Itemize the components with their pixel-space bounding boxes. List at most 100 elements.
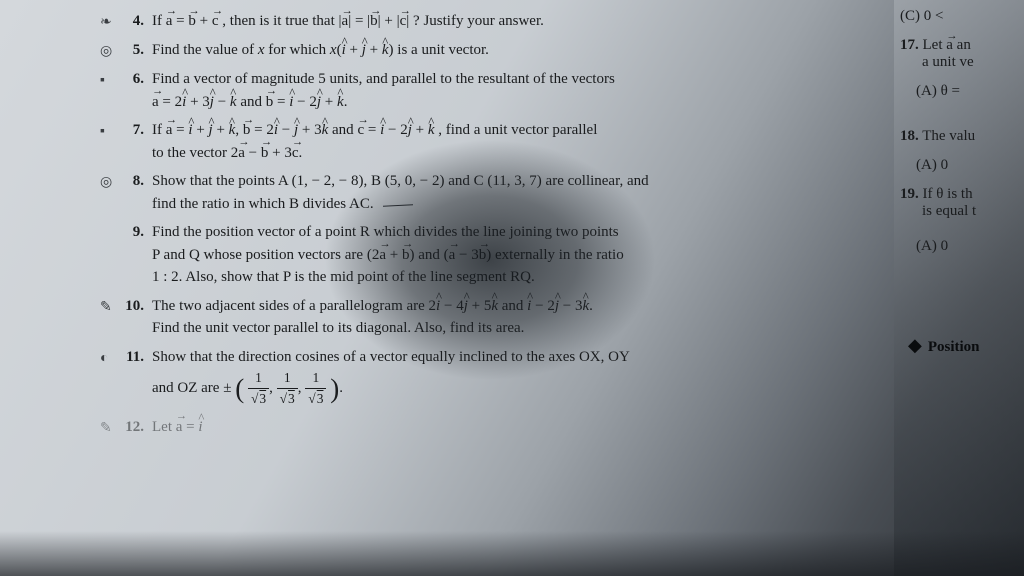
q9-l2a: P and Q whose position vectors are (2	[152, 247, 379, 263]
ihat: i	[274, 119, 278, 142]
dot: .	[339, 380, 343, 396]
q9-l2c: ) externally in the ratio	[486, 247, 623, 263]
q10-t2: and	[502, 298, 527, 314]
q12-number: 12.	[120, 416, 152, 439]
question-8: ◎ 8. Show that the points A (1, − 2, − 8…	[100, 170, 994, 215]
q8-t1: Show that the points A (1, − 2, − 8), B …	[152, 173, 649, 189]
frac-2: 1√3	[277, 368, 298, 410]
q11-marker: ◐	[100, 346, 120, 410]
vec-b: b	[261, 142, 269, 165]
q5-t2: for which	[265, 42, 330, 58]
rp: )	[389, 42, 394, 58]
q8-marker: ◎	[100, 170, 120, 215]
dot: .	[344, 94, 348, 110]
bottom-vignette	[0, 531, 1024, 576]
jhat: j	[408, 119, 412, 142]
ihat: i	[289, 91, 293, 114]
den2: √3	[277, 389, 298, 409]
frac-1: 1√3	[248, 368, 269, 410]
khat: k	[382, 39, 389, 62]
q9-number: 9.	[120, 221, 152, 289]
textbook-page: ❧ 4. If a = b + c , then is it true that…	[0, 0, 1024, 576]
q12-marker: ✎	[100, 416, 120, 439]
q4-text: If a = b + c , then is it true that |a| …	[152, 10, 994, 33]
num1: 1	[277, 368, 298, 389]
n2: 2	[429, 298, 437, 314]
q7-t1: If	[152, 122, 166, 138]
q6-number: 6.	[120, 68, 152, 113]
vec-a: a	[166, 119, 173, 142]
vec-b: b	[188, 10, 196, 33]
q9-l3: 1 : 2. Also, show that P is the mid poin…	[152, 269, 535, 285]
n2: 2	[400, 122, 408, 138]
n3: 3	[471, 247, 479, 263]
plus: +	[366, 42, 382, 58]
khat: k	[428, 119, 435, 142]
big-lp: (	[235, 374, 244, 404]
n3: 3	[202, 94, 210, 110]
jhat: j	[555, 295, 559, 318]
q9-marker	[100, 221, 120, 289]
vec-b: b	[266, 91, 274, 114]
q10-number: 10.	[120, 295, 152, 340]
q10-l2: Find the unit vector parallel to its dia…	[152, 320, 524, 336]
minus: −	[531, 298, 547, 314]
question-10: ✎ 10. The two adjacent sides of a parall…	[100, 295, 994, 340]
khat: k	[322, 119, 329, 142]
den1: √3	[248, 389, 269, 409]
jhat: j	[362, 39, 366, 62]
khat: k	[582, 295, 589, 318]
minus: −	[214, 94, 230, 110]
n2: 2	[547, 298, 555, 314]
q4-marker: ❧	[100, 10, 120, 33]
q5-t1: Find the value of	[152, 42, 258, 58]
q4-t2: , then is it true that |	[222, 13, 341, 29]
vec-a: a	[449, 244, 456, 267]
q4-t5: | ? Justify your answer.	[406, 13, 544, 29]
plus: +	[412, 122, 428, 138]
plus: +	[186, 94, 202, 110]
vec-b: b	[479, 244, 487, 267]
vec-a: a	[238, 142, 245, 165]
q8-text: Show that the points A (1, − 2, − 8), B …	[152, 170, 994, 215]
n5: 5	[484, 298, 492, 314]
s3: 3	[287, 391, 295, 406]
vec-c: c	[357, 119, 364, 142]
n2: 2	[231, 145, 239, 161]
plus: +	[321, 94, 337, 110]
q7-marker: ▪	[100, 119, 120, 164]
q11-text: Show that the direction cosines of a vec…	[152, 346, 994, 410]
q6-t2: and	[240, 94, 265, 110]
s3: 3	[316, 391, 324, 406]
q5-marker: ◎	[100, 39, 120, 62]
comma: ,	[298, 380, 306, 396]
q7-t3: , find a unit vector parallel	[438, 122, 597, 138]
dot: .	[589, 298, 593, 314]
plus: +	[193, 122, 209, 138]
q6-text: Find a vector of magnitude 5 units, and …	[152, 68, 994, 113]
plus: +	[213, 122, 229, 138]
comma: ,	[269, 380, 277, 396]
ihat: i	[182, 91, 186, 114]
jhat: j	[317, 91, 321, 114]
frac-3: 1√3	[305, 368, 326, 410]
vec-a: a	[379, 244, 386, 267]
vec-a: a	[152, 91, 159, 114]
question-12: ✎ 12. Let a = i	[100, 416, 994, 439]
n3: 3	[314, 122, 322, 138]
question-4: ❧ 4. If a = b + c , then is it true that…	[100, 10, 994, 33]
q11-l2: and OZ are ±	[152, 380, 235, 396]
minus: −	[559, 298, 575, 314]
n4: 4	[456, 298, 464, 314]
q4-number: 4.	[120, 10, 152, 33]
khat: k	[337, 91, 344, 114]
q12-t1: Let	[152, 419, 176, 435]
question-11: ◐ 11. Show that the direction cosines of…	[100, 346, 994, 410]
plus: +	[468, 298, 484, 314]
q11-t1: Show that the direction cosines of a vec…	[152, 349, 630, 365]
vec-c: c	[292, 142, 299, 165]
q12-text: Let a = i	[152, 416, 994, 439]
question-5: ◎ 5. Find the value of x for which x(i +…	[100, 39, 994, 62]
vec-a2: a	[342, 10, 349, 33]
ihat: i	[436, 295, 440, 318]
